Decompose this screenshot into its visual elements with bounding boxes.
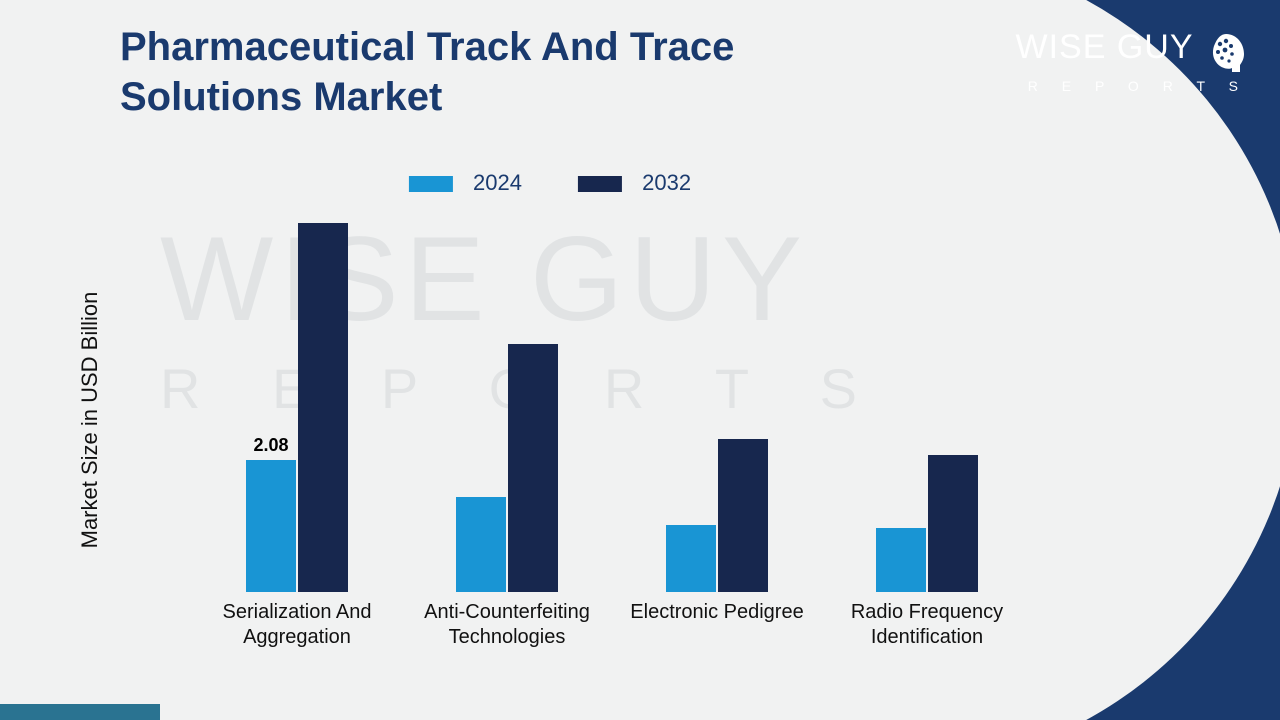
bar-2032 (508, 344, 558, 592)
footer-accent-bar (0, 704, 160, 720)
x-axis-label: Serialization And Aggregation (197, 600, 397, 650)
chart-card: WISE GUY R E P O R T S Pharmaceutical Tr… (0, 0, 1280, 720)
bar-group: 2.08Serialization And Aggregation (246, 210, 348, 592)
plot-area: 2.08Serialization And Aggregation Anti-Co… (146, 210, 1040, 592)
legend-swatch-2032 (578, 176, 622, 192)
y-axis-label: Market Size in USD Billion (77, 240, 103, 600)
legend-swatch-2024 (409, 176, 453, 192)
legend-item: 2024 (409, 170, 522, 196)
x-axis-label: Electronic Pedigree (617, 600, 817, 625)
bar-group: Radio Frequency Identification (876, 210, 978, 592)
bar-group: Anti-Counterfeiting Technologies (456, 210, 558, 592)
bar-2024 (456, 497, 506, 593)
x-axis-label: Radio Frequency Identification (827, 600, 1027, 650)
bar-value-label: 2.08 (253, 435, 288, 456)
logo-line1: WISE GUY (1016, 28, 1194, 66)
legend-label: 2032 (642, 170, 691, 195)
x-axis-label: Anti-Counterfeiting Technologies (407, 600, 607, 650)
bar-group: Electronic Pedigree (666, 210, 768, 592)
logo-head-icon (1204, 32, 1248, 76)
legend: 2024 2032 (409, 170, 691, 196)
bar-chart: Market Size in USD Billion 2024 2032 2.0… (60, 170, 1040, 670)
logo-line2: R E P O R T S (1016, 78, 1248, 94)
legend-label: 2024 (473, 170, 522, 195)
bar-2024 (666, 525, 716, 592)
chart-title: Pharmaceutical Track And Trace Solutions… (120, 22, 880, 122)
bar-2032 (718, 439, 768, 592)
bar-2024 (246, 460, 296, 592)
bar-2024 (876, 528, 926, 592)
bar-2032 (298, 223, 348, 592)
bar-2032 (928, 455, 978, 592)
brand-logo: WISE GUY R E P O R T S (1016, 28, 1248, 94)
legend-item: 2032 (578, 170, 691, 196)
